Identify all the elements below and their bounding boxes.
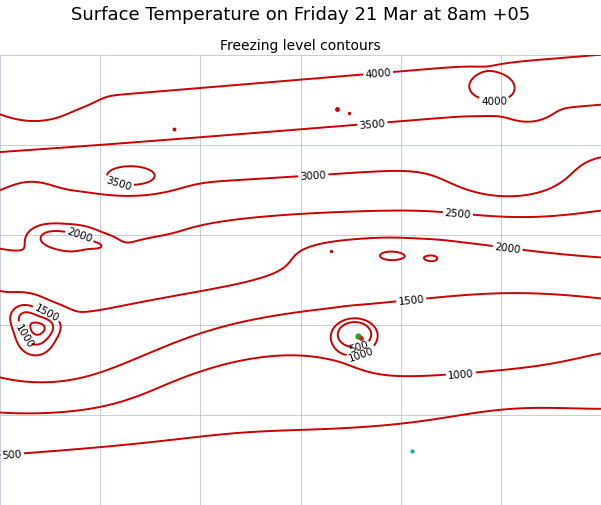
Text: 4000: 4000: [365, 68, 391, 80]
Text: 1500: 1500: [33, 302, 61, 324]
Text: 1000: 1000: [448, 368, 474, 380]
Text: 3500: 3500: [105, 176, 133, 193]
Text: 1000: 1000: [347, 345, 376, 363]
Text: 1500: 1500: [398, 294, 425, 307]
Text: 500: 500: [2, 448, 22, 460]
Text: 1000: 1000: [13, 322, 35, 349]
Text: 4000: 4000: [481, 96, 507, 107]
Text: 2000: 2000: [66, 226, 94, 244]
Text: 2000: 2000: [494, 242, 521, 255]
Text: 3500: 3500: [359, 118, 386, 130]
Text: Surface Temperature on Friday 21 Mar at 8am +05: Surface Temperature on Friday 21 Mar at …: [71, 6, 530, 24]
Text: 3000: 3000: [300, 170, 327, 182]
Text: 2500: 2500: [444, 208, 471, 220]
Text: Freezing level contours: Freezing level contours: [220, 38, 381, 53]
Text: 500: 500: [347, 339, 370, 355]
